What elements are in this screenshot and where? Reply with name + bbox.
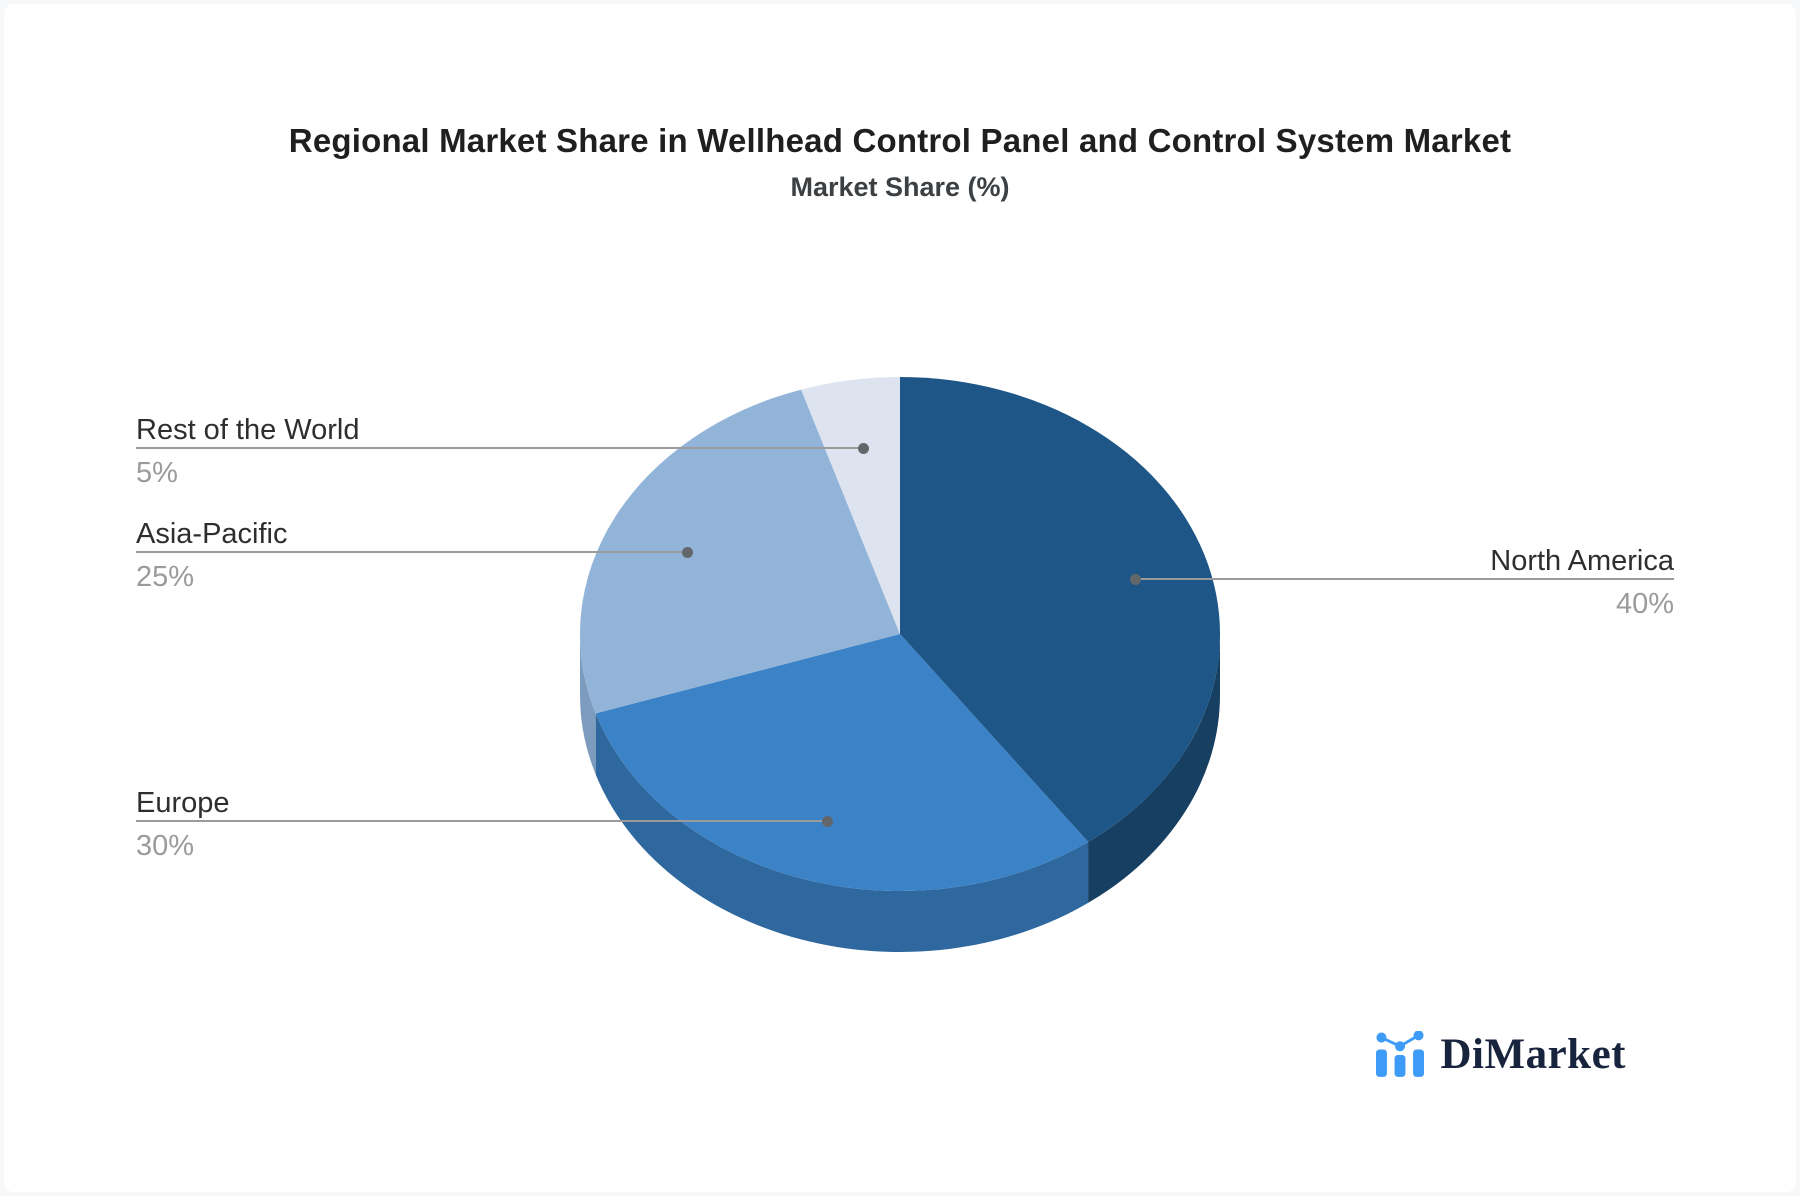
chart-subtitle: Market Share (%) [790,172,1010,202]
callout-asia-pacific: Asia-Pacific 25% [136,517,693,593]
pie-slice-side-north-america [1088,634,1220,903]
callout-label: Asia-Pacific [136,518,288,550]
leader-line [1130,574,1674,585]
callout-label: Europe [136,787,230,819]
brand-name: DiMarket [1440,1031,1626,1078]
leader-dot [682,547,693,558]
callout-value: 30% [136,830,195,862]
leader-line [136,547,693,558]
leader-line [136,816,833,827]
callout-label: North America [1490,545,1674,577]
brand-logo: DiMarket [1373,1030,1627,1079]
callout-north-america: North America 40% [1130,544,1674,620]
callout-value: 25% [136,561,195,593]
leader-line [136,443,869,454]
pie-chart [579,377,1221,953]
callout-value: 5% [136,457,178,489]
leader-dot [858,443,869,454]
leader-dot [822,816,833,827]
pie-slice-side-asia-pacific [580,634,596,775]
pie-slice-north-america[interactable] [900,377,1221,842]
bar-line-chart-icon [1375,1030,1424,1077]
pie-slice-europe[interactable] [595,634,1089,892]
chart-title: Regional Market Share in Wellhead Contro… [288,122,1512,159]
leader-dot [1130,574,1141,585]
chart-card: Regional Market Share in Wellhead Contro… [4,4,1796,1192]
pie-slice-asia-pacific[interactable] [579,389,900,714]
callout-label: Rest of the World [136,414,360,446]
callout-rest-of-the-world: Rest of the World 5% [136,413,869,489]
pie-slice-side-europe [595,713,1089,953]
pie-slice-rest-of-the-world[interactable] [801,377,900,634]
callout-value: 40% [1615,588,1674,620]
callout-europe: Europe 30% [136,786,833,862]
